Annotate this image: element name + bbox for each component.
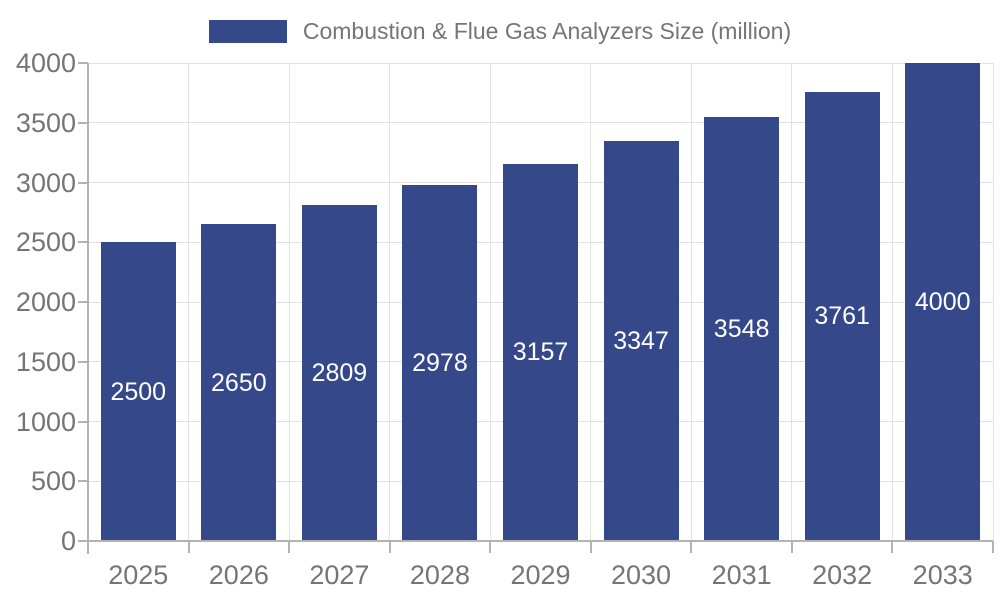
y-tick — [78, 360, 88, 363]
bar-value-label: 4000 — [914, 288, 971, 316]
x-tick — [992, 541, 994, 553]
gridline-h — [88, 62, 993, 64]
x-tick-label: 2029 — [510, 560, 571, 590]
y-axis-line — [87, 63, 89, 554]
x-tick-label: 2031 — [711, 560, 772, 590]
bar — [100, 242, 176, 541]
gridline-v — [891, 63, 893, 541]
bar — [603, 141, 679, 541]
x-tick-label: 2026 — [208, 560, 269, 590]
bar-value-label: 3761 — [814, 302, 870, 331]
legend-swatch — [208, 19, 287, 43]
gridline-v — [389, 63, 391, 541]
gridline-v — [690, 63, 692, 541]
bar — [301, 205, 377, 541]
gridline-v — [791, 63, 793, 541]
x-tick-label: 2033 — [912, 560, 973, 590]
bar-value-label: 3548 — [713, 315, 770, 343]
bar-value-label: 2500 — [110, 377, 167, 406]
x-tick — [187, 541, 190, 553]
y-tick-label: 2000 — [15, 287, 76, 317]
gridline-v — [590, 63, 592, 541]
y-tick-label: 4000 — [15, 48, 76, 78]
y-tick-label: 3000 — [15, 167, 76, 198]
y-tick — [78, 62, 88, 64]
y-tick — [78, 181, 88, 184]
x-axis-line — [88, 540, 993, 542]
x-tick-label: 2028 — [409, 560, 470, 590]
bar-value-label: 2978 — [412, 349, 468, 378]
gridline-h — [88, 122, 993, 124]
y-tick — [78, 420, 88, 423]
x-tick-label: 2027 — [309, 560, 370, 590]
bar — [905, 63, 981, 541]
gridline-v — [188, 63, 190, 541]
y-tick-label: 2500 — [15, 227, 76, 258]
x-tick — [690, 541, 693, 553]
bar — [201, 224, 277, 541]
y-tick-label: 1500 — [15, 346, 76, 377]
bar-value-label: 2809 — [311, 359, 368, 388]
bar — [704, 117, 780, 541]
x-tick — [87, 541, 89, 553]
gridline-v — [489, 63, 491, 541]
y-tick — [78, 540, 88, 542]
legend-label: Combustion & Flue Gas Analyzers Size (mi… — [302, 18, 792, 44]
x-tick — [891, 541, 894, 553]
x-tick-label: 2025 — [108, 560, 169, 590]
y-tick — [78, 241, 88, 244]
bar-value-label: 2650 — [211, 368, 267, 397]
bar — [804, 91, 880, 541]
gridline-v — [992, 63, 994, 541]
x-tick-label: 2032 — [812, 560, 873, 590]
y-tick-label: 1000 — [15, 406, 76, 437]
y-tick-label: 3500 — [15, 107, 76, 138]
x-tick — [790, 541, 793, 553]
x-tick — [489, 541, 492, 553]
y-tick-label: 0 — [60, 526, 76, 556]
y-tick — [78, 480, 88, 483]
gridline-v — [288, 63, 290, 541]
x-tick — [589, 541, 592, 553]
x-tick-label: 2030 — [611, 560, 672, 590]
bar — [503, 163, 578, 541]
bar — [402, 185, 478, 541]
x-tick — [288, 541, 291, 553]
bar-value-label: 3157 — [512, 338, 569, 367]
bar-value-label: 3347 — [613, 327, 669, 356]
y-tick — [78, 121, 88, 124]
x-tick — [388, 541, 391, 553]
legend: Combustion & Flue Gas Analyzers Size (mi… — [0, 17, 1000, 45]
y-tick — [78, 301, 88, 303]
y-tick-label: 500 — [30, 466, 76, 497]
